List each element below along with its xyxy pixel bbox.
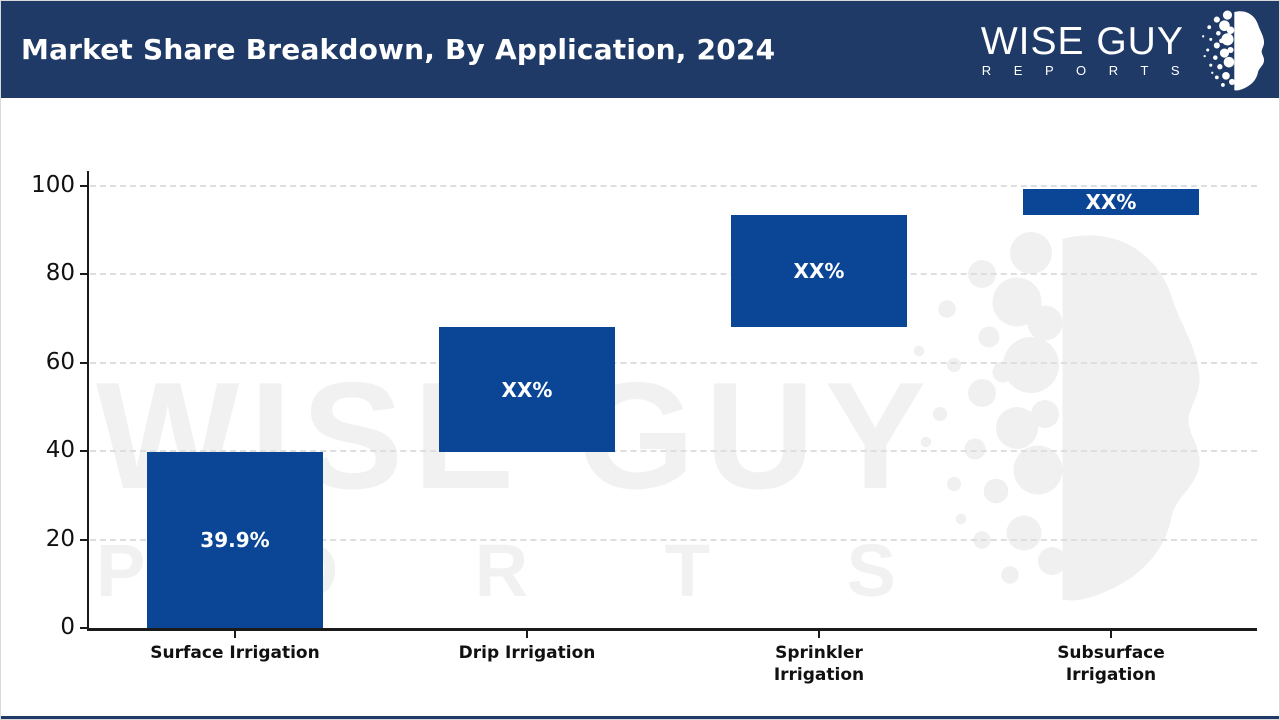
page-title: Market Share Breakdown, By Application, … (21, 33, 776, 66)
x-tick (526, 630, 528, 638)
y-tick-label: 20 (45, 525, 75, 552)
x-category-label: Subsurface Irrigation (1001, 642, 1221, 686)
gridline (90, 273, 1257, 276)
y-tick (80, 538, 89, 541)
y-tick (80, 185, 89, 187)
x-category-label-line: Subsurface (1057, 643, 1165, 663)
footer-strip (1, 716, 1279, 719)
y-tick-label: 100 (31, 172, 75, 198)
bar-value-label: XX% (1085, 189, 1137, 214)
logo-wordmark: WISE GUY (980, 20, 1184, 63)
bar: XX% (1023, 188, 1199, 215)
bar-value-label: XX% (501, 377, 553, 402)
x-category-label-line: Irrigation (773, 665, 865, 686)
y-tick-label: 40 (45, 437, 75, 464)
bar: 39.9% (147, 451, 323, 628)
logo-head-icon (1202, 9, 1265, 90)
bar: XX% (439, 327, 615, 452)
x-tick (818, 630, 820, 638)
y-tick-label: 0 (60, 614, 75, 640)
y-tick-label: 60 (45, 348, 75, 375)
y-axis (87, 171, 89, 630)
x-category-label-line: Drip Irrigation (458, 643, 596, 663)
wise-guy-logo: WISE GUY R E P O R T S (976, 7, 1267, 93)
x-tick (1110, 630, 1112, 638)
y-tick (80, 450, 89, 453)
bar: XX% (731, 214, 907, 328)
x-tick (234, 630, 236, 638)
x-category-label-line: Irrigation (1065, 665, 1157, 686)
header: Market Share Breakdown, By Application, … (1, 1, 1279, 98)
x-category-label: Drip Irrigation (417, 642, 637, 664)
x-category-label-line: Sprinkler (775, 643, 863, 663)
chart-area: WISE GUY P O R T S 0 20 40 60 80 100 39.9% Surf… (1, 98, 1279, 718)
gridline (90, 185, 1257, 187)
gridline (90, 361, 1257, 364)
gridline (90, 538, 1257, 541)
y-tick (80, 273, 89, 276)
bar-value-label: XX% (793, 259, 845, 284)
x-category-label: Surface Irrigation (125, 642, 345, 664)
bar-value-label: 39.9% (200, 527, 270, 552)
y-tick-label: 80 (45, 260, 75, 287)
logo-text: WISE GUY R E P O R T S (976, 22, 1189, 77)
x-category-label-line: Surface Irrigation (150, 643, 320, 663)
x-category-label: Sprinkler Irrigation (709, 642, 929, 686)
y-tick (80, 627, 89, 629)
gridline (90, 450, 1257, 453)
y-tick (80, 361, 89, 364)
x-axis (87, 628, 1257, 631)
logo-subtext: R E P O R T S (981, 63, 1189, 78)
